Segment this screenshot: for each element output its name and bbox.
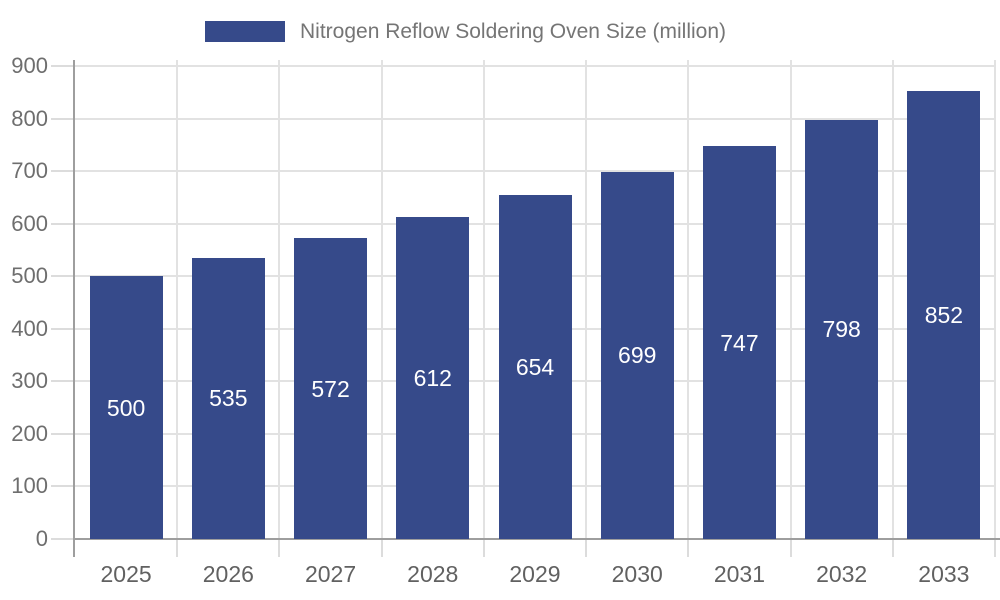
bar-value-label: 654 bbox=[515, 354, 555, 381]
bar bbox=[805, 119, 879, 539]
x-tick bbox=[687, 539, 690, 557]
x-tick bbox=[176, 539, 179, 557]
gridline-h bbox=[75, 170, 995, 173]
y-axis-label: 300 bbox=[11, 368, 48, 394]
gridline-v bbox=[789, 60, 792, 539]
x-tick bbox=[278, 539, 281, 557]
x-tick bbox=[789, 539, 792, 557]
gridline-v bbox=[278, 60, 281, 539]
y-tick bbox=[51, 117, 74, 120]
y-tick bbox=[51, 222, 74, 225]
y-tick bbox=[51, 65, 74, 67]
y-axis-label: 500 bbox=[11, 263, 48, 289]
y-tick bbox=[51, 275, 74, 278]
y-axis-label: 0 bbox=[35, 526, 48, 551]
y-axis-label: 600 bbox=[11, 210, 48, 236]
gridline-v bbox=[585, 60, 588, 539]
x-axis-label: 2025 bbox=[100, 561, 152, 587]
x-axis-label: 2026 bbox=[202, 561, 254, 587]
y-axis-label: 400 bbox=[11, 315, 48, 341]
x-axis-label: 2030 bbox=[611, 561, 663, 587]
y-tick bbox=[51, 538, 74, 540]
gridline-v bbox=[176, 60, 179, 539]
x-tick bbox=[891, 539, 894, 557]
bar-value-label: 852 bbox=[924, 302, 964, 329]
bar bbox=[600, 171, 674, 539]
bar bbox=[396, 217, 470, 539]
bar bbox=[294, 238, 368, 539]
y-axis-label: 200 bbox=[11, 420, 48, 446]
y-tick bbox=[51, 327, 74, 330]
x-axis-label: 2029 bbox=[509, 561, 561, 587]
gridline-v bbox=[891, 60, 894, 539]
y-tick bbox=[51, 432, 74, 435]
bar bbox=[191, 257, 265, 539]
y-tick bbox=[51, 485, 74, 488]
x-tick bbox=[585, 539, 588, 557]
y-tick bbox=[51, 380, 74, 383]
gridline-v bbox=[687, 60, 690, 539]
y-axis-label: 900 bbox=[11, 53, 48, 78]
x-axis-label: 2033 bbox=[918, 561, 970, 587]
x-tick bbox=[380, 539, 383, 557]
gridline-h bbox=[75, 117, 995, 120]
y-axis-line bbox=[73, 60, 75, 557]
legend: Nitrogen Reflow Soldering Oven Size (mil… bbox=[205, 16, 726, 47]
x-tick bbox=[482, 539, 485, 557]
legend-label: Nitrogen Reflow Soldering Oven Size (mil… bbox=[300, 19, 727, 43]
x-axis-label: 2031 bbox=[713, 561, 766, 587]
bar-value-label: 572 bbox=[311, 375, 350, 402]
y-axis-label: 100 bbox=[11, 473, 48, 499]
bar bbox=[907, 91, 981, 539]
x-tick bbox=[994, 539, 996, 557]
gridline-v bbox=[994, 60, 996, 539]
legend-swatch bbox=[205, 21, 285, 42]
bar bbox=[89, 276, 163, 539]
bar-value-label: 699 bbox=[618, 342, 657, 369]
gridline-v bbox=[380, 60, 383, 539]
bar-value-label: 612 bbox=[413, 365, 452, 392]
y-axis-label: 800 bbox=[11, 105, 48, 131]
x-axis-label: 2032 bbox=[816, 561, 868, 587]
y-axis-label: 700 bbox=[11, 158, 48, 184]
gridline-v bbox=[482, 60, 485, 539]
x-axis-label: 2027 bbox=[304, 561, 357, 587]
bar-value-label: 500 bbox=[106, 394, 146, 421]
bar bbox=[498, 195, 572, 539]
y-tick bbox=[51, 170, 74, 173]
bar bbox=[702, 146, 776, 539]
bar-value-label: 747 bbox=[720, 329, 759, 356]
x-axis-label: 2028 bbox=[407, 561, 459, 587]
bar-value-label: 798 bbox=[822, 316, 861, 343]
x-axis-line bbox=[73, 538, 1000, 540]
bar-value-label: 535 bbox=[209, 385, 248, 412]
gridline-h bbox=[75, 65, 995, 67]
